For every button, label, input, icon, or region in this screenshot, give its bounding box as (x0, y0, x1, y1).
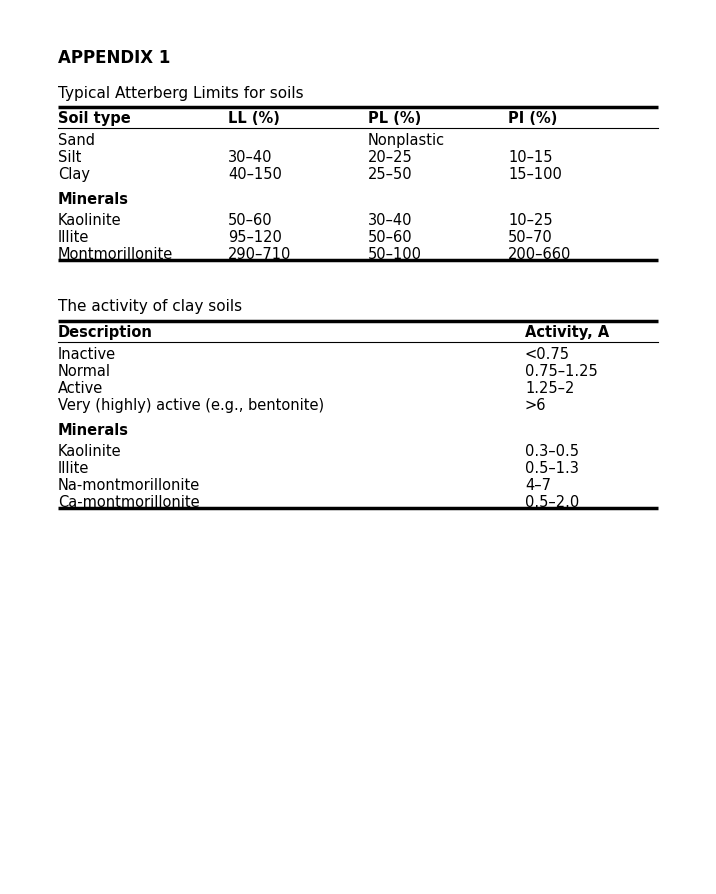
Text: 20–25: 20–25 (368, 150, 412, 165)
Text: 25–50: 25–50 (368, 167, 412, 182)
Text: Very (highly) active (e.g., bentonite): Very (highly) active (e.g., bentonite) (58, 398, 324, 413)
Text: Montmorillonite: Montmorillonite (58, 247, 173, 262)
Text: Activity, A: Activity, A (525, 325, 609, 340)
Text: Description: Description (58, 325, 153, 340)
Text: 10–15: 10–15 (508, 150, 553, 165)
Text: >6: >6 (525, 398, 546, 413)
Text: 0.3–0.5: 0.3–0.5 (525, 444, 579, 459)
Text: 1.25–2: 1.25–2 (525, 381, 574, 396)
Text: <0.75: <0.75 (525, 347, 570, 362)
Text: 0.5–1.3: 0.5–1.3 (525, 461, 579, 476)
Text: 50–100: 50–100 (368, 247, 422, 262)
Text: Na-montmorillonite: Na-montmorillonite (58, 478, 200, 493)
Text: Nonplastic: Nonplastic (368, 133, 445, 148)
Text: 50–60: 50–60 (368, 230, 412, 245)
Text: 4–7: 4–7 (525, 478, 551, 493)
Text: 10–25: 10–25 (508, 213, 553, 228)
Text: Typical Atterberg Limits for soils: Typical Atterberg Limits for soils (58, 86, 304, 101)
Text: 30–40: 30–40 (228, 150, 273, 165)
Text: Inactive: Inactive (58, 347, 116, 362)
Text: Active: Active (58, 381, 103, 396)
Text: 290–710: 290–710 (228, 247, 291, 262)
Text: Minerals: Minerals (58, 423, 129, 438)
Text: 30–40: 30–40 (368, 213, 412, 228)
Text: 0.75–1.25: 0.75–1.25 (525, 364, 598, 379)
Text: 0.5–2.0: 0.5–2.0 (525, 495, 579, 510)
Text: PI (%): PI (%) (508, 111, 557, 126)
Text: 40–150: 40–150 (228, 167, 282, 182)
Text: APPENDIX 1: APPENDIX 1 (58, 49, 170, 67)
Text: Normal: Normal (58, 364, 111, 379)
Text: Ca-montmorillonite: Ca-montmorillonite (58, 495, 200, 510)
Text: Sand: Sand (58, 133, 95, 148)
Text: Illite: Illite (58, 461, 90, 476)
Text: The activity of clay soils: The activity of clay soils (58, 299, 242, 314)
Text: 50–70: 50–70 (508, 230, 553, 245)
Text: 15–100: 15–100 (508, 167, 562, 182)
Text: Kaolinite: Kaolinite (58, 444, 122, 459)
Text: PL (%): PL (%) (368, 111, 421, 126)
Text: LL (%): LL (%) (228, 111, 280, 126)
Text: Illite: Illite (58, 230, 90, 245)
Text: Kaolinite: Kaolinite (58, 213, 122, 228)
Text: Silt: Silt (58, 150, 82, 165)
Text: 95–120: 95–120 (228, 230, 282, 245)
Text: 200–660: 200–660 (508, 247, 571, 262)
Text: 50–60: 50–60 (228, 213, 273, 228)
Text: Minerals: Minerals (58, 192, 129, 207)
Text: Clay: Clay (58, 167, 90, 182)
Text: Soil type: Soil type (58, 111, 131, 126)
